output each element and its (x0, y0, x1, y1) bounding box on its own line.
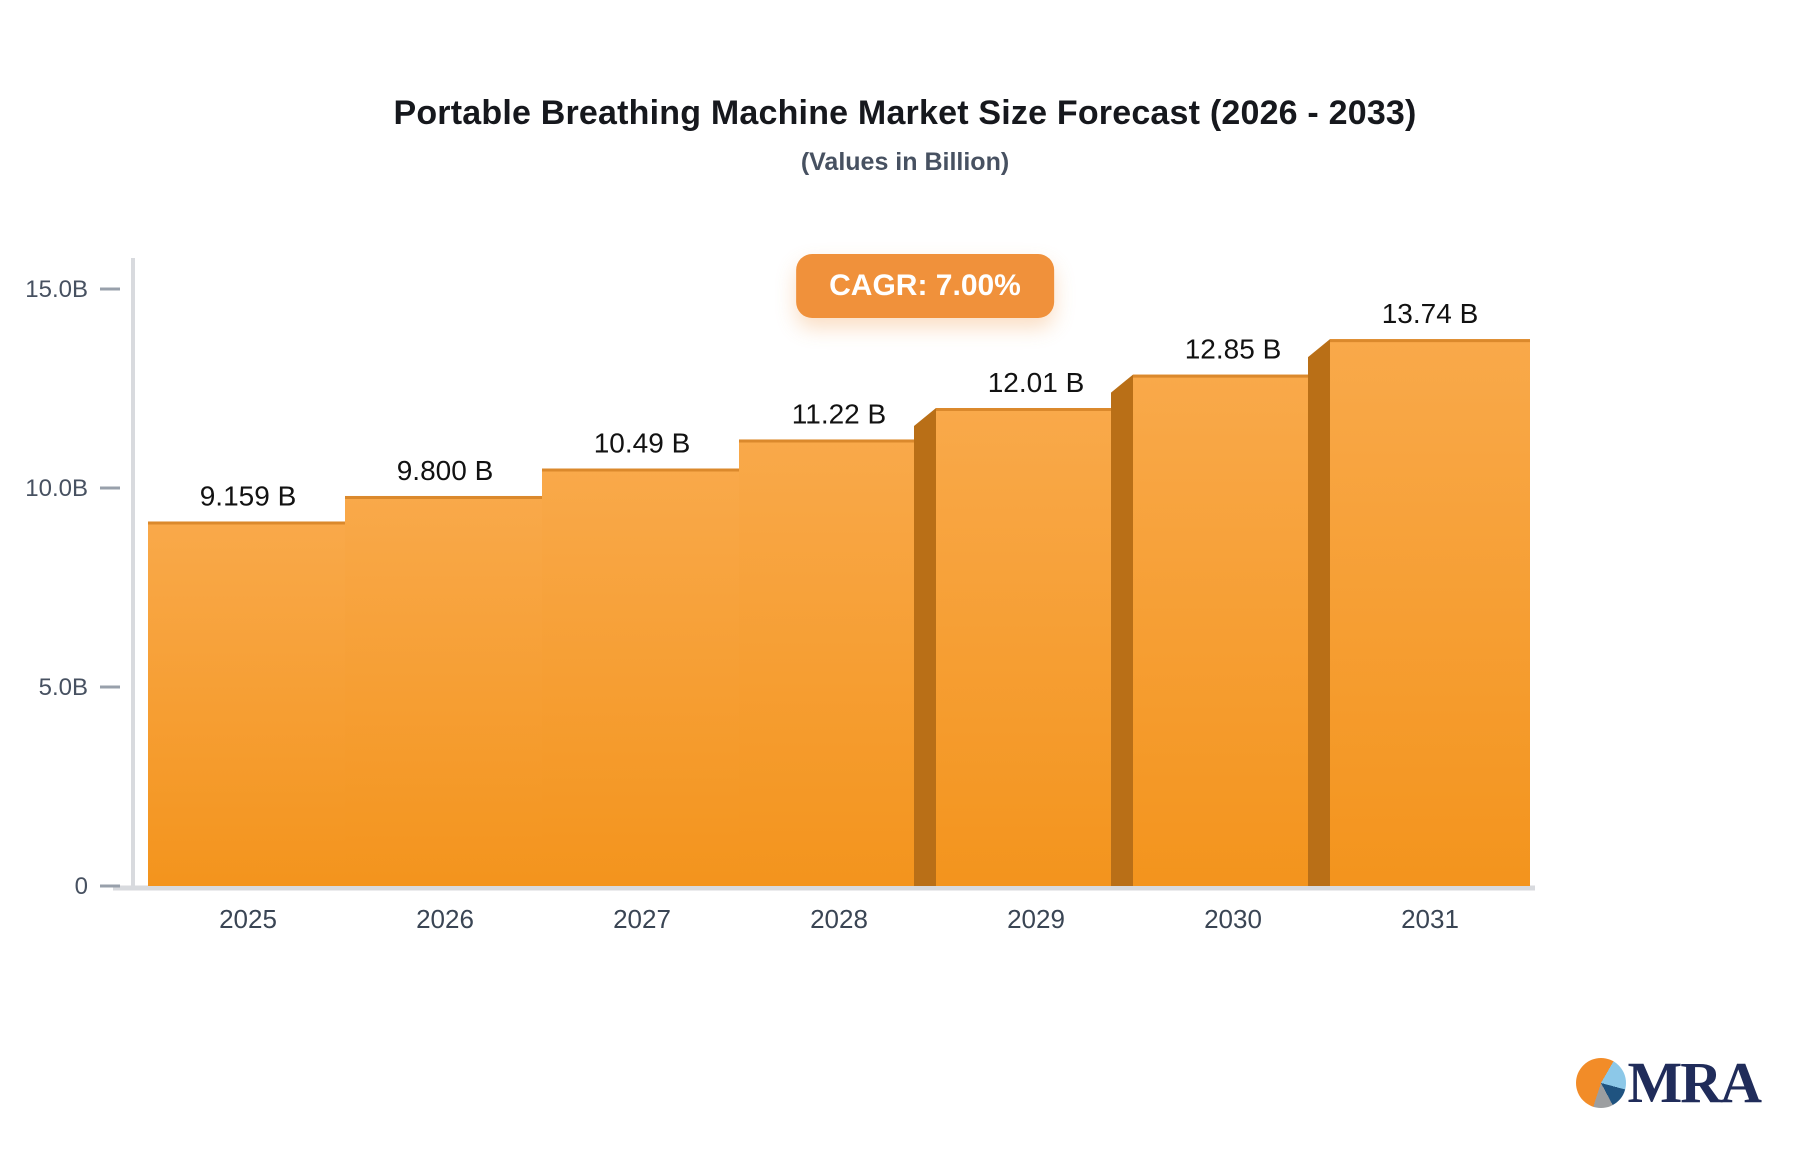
x-tick-label: 2030 (1204, 904, 1262, 934)
x-tick-label: 2028 (810, 904, 868, 934)
y-tick-label: 5.0B (39, 674, 88, 701)
bar-2027 (542, 468, 742, 886)
y-tick-label: 0 (75, 873, 88, 900)
bar-value-label: 13.74 B (1382, 298, 1479, 329)
x-tick-label: 2029 (1007, 904, 1065, 934)
x-tick-label: 2027 (613, 904, 671, 934)
bar-2031 (1330, 339, 1530, 886)
bar-value-label: 12.01 B (988, 367, 1085, 398)
x-tick-label: 2026 (416, 904, 474, 934)
cagr-badge: CAGR: 7.00% (796, 254, 1054, 318)
bar-value-label: 12.85 B (1185, 334, 1282, 365)
bar-2025 (148, 521, 348, 886)
bar-value-label: 11.22 B (792, 398, 886, 429)
bar-2030 (1133, 374, 1333, 886)
bar-value-label: 10.49 B (594, 427, 691, 458)
chart-subtitle: (Values in Billion) (800, 148, 1010, 176)
bar-2029 (936, 408, 1136, 886)
y-tick-label: 10.0B (25, 475, 88, 502)
bar-value-label: 9.159 B (200, 480, 297, 511)
x-tick-label: 2031 (1401, 904, 1459, 934)
x-tick-label: 2025 (219, 904, 277, 934)
bar-side-3d (1308, 339, 1330, 886)
bar-2028 (739, 439, 939, 886)
chart-title: Portable Breathing Machine Market Size F… (393, 94, 1417, 132)
y-tick-label: 15.0B (25, 276, 88, 303)
logo-text: MRA (1627, 1050, 1762, 1115)
mra-logo: MRA (1576, 1050, 1762, 1115)
bar-2026 (345, 495, 545, 886)
bar-side-3d (914, 408, 936, 886)
pie-chart-logo-icon (1576, 1058, 1627, 1108)
bar-value-label: 9.800 B (397, 455, 494, 486)
bar-side-3d (1111, 374, 1133, 886)
